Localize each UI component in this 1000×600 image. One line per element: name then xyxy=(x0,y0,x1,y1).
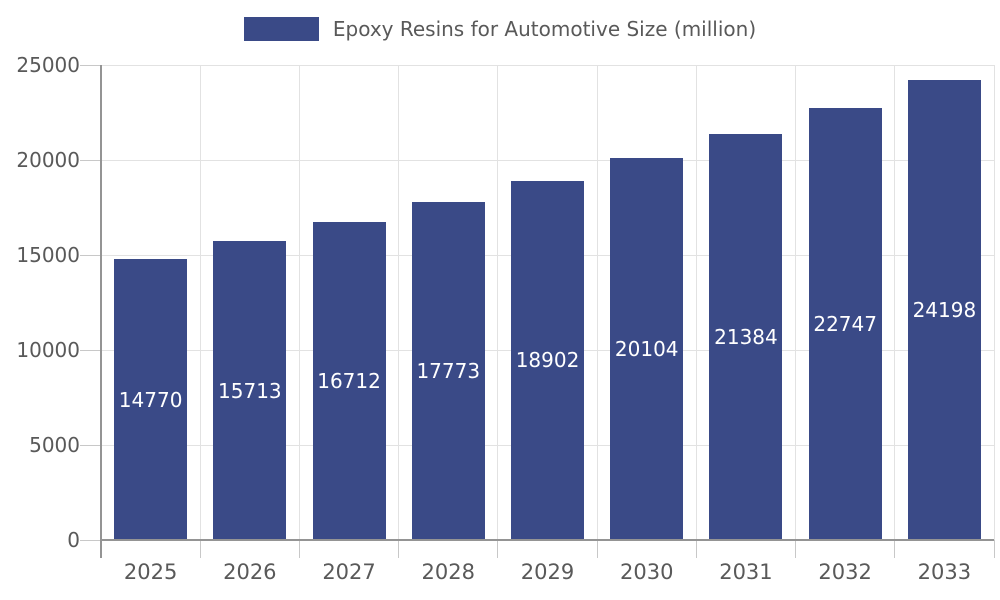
x-axis-tick xyxy=(298,540,300,558)
y-axis-tick xyxy=(80,444,100,446)
x-tick-label: 2028 xyxy=(421,560,475,584)
x-tick-label: 2025 xyxy=(123,560,178,584)
bar-value-label: 17773 xyxy=(416,359,481,384)
y-tick-label: 20000 xyxy=(16,148,80,172)
bar: 22747 xyxy=(808,107,882,540)
gridline-horizontal xyxy=(101,64,994,66)
legend-swatch xyxy=(243,17,319,41)
x-axis-tick xyxy=(894,540,896,558)
plot-area: 0 5000 10000 15000 20000 25000 14770 2025 15713 2… xyxy=(16,53,995,584)
bar-value-label: 24198 xyxy=(912,298,977,323)
bar: 21384 xyxy=(709,133,783,540)
gridline-horizontal xyxy=(101,159,994,161)
y-axis-line xyxy=(100,65,102,558)
bar-value-label: 21384 xyxy=(714,324,778,349)
x-axis-tick xyxy=(199,540,201,558)
bar: 15713 xyxy=(213,241,287,540)
bar-value-label: 18902 xyxy=(515,348,580,373)
y-axis-tick xyxy=(80,64,100,66)
y-axis-tick xyxy=(80,254,100,256)
gridline-vertical xyxy=(298,65,300,540)
x-tick-label: 2031 xyxy=(719,560,773,584)
y-axis-tick xyxy=(80,349,100,351)
bar: 16712 xyxy=(312,222,386,540)
gridline-vertical xyxy=(398,65,400,540)
bar-value-label: 22747 xyxy=(813,311,877,336)
gridline-vertical xyxy=(497,65,499,540)
gridline-vertical xyxy=(993,65,995,540)
x-tick-label: 2029 xyxy=(520,560,575,584)
y-axis-tick xyxy=(80,539,100,541)
bar-value-label: 16712 xyxy=(317,369,381,394)
x-axis-tick xyxy=(993,540,995,558)
gridline-vertical xyxy=(596,65,598,540)
legend: Epoxy Resins for Automotive Size (millio… xyxy=(0,17,1000,41)
x-tick-label: 2027 xyxy=(322,560,376,584)
bar-value-label: 14770 xyxy=(118,387,183,412)
x-tick-label: 2032 xyxy=(818,560,872,584)
x-axis-tick xyxy=(497,540,499,558)
y-tick-label: 0 xyxy=(67,528,80,552)
bar: 24198 xyxy=(907,80,981,540)
x-axis-tick xyxy=(398,540,400,558)
y-axis-tick xyxy=(80,159,100,161)
x-tick-label: 2030 xyxy=(619,560,674,584)
y-tick-label: 15000 xyxy=(16,243,80,267)
bar-value-label: 20104 xyxy=(614,337,679,361)
bar: 20104 xyxy=(610,158,684,540)
legend-label: Epoxy Resins for Automotive Size (millio… xyxy=(332,17,757,41)
x-axis-tick xyxy=(596,540,598,558)
y-tick-label: 5000 xyxy=(29,433,80,457)
bar: 18902 xyxy=(511,180,584,540)
y-tick-label: 25000 xyxy=(16,53,80,77)
gridline-vertical xyxy=(199,65,201,540)
gridline-vertical xyxy=(894,65,896,540)
bar: 14770 xyxy=(114,259,188,540)
x-tick-label: 2026 xyxy=(223,560,277,584)
y-tick-label: 10000 xyxy=(16,338,80,362)
bar: 17773 xyxy=(411,202,485,540)
x-axis-tick xyxy=(695,540,697,558)
x-axis-line xyxy=(101,538,994,541)
x-tick-label: 2033 xyxy=(917,560,972,584)
gridline-vertical xyxy=(795,65,797,540)
x-axis-tick xyxy=(795,540,797,558)
gridline-vertical xyxy=(695,65,697,540)
bar-value-label: 15713 xyxy=(218,378,282,403)
